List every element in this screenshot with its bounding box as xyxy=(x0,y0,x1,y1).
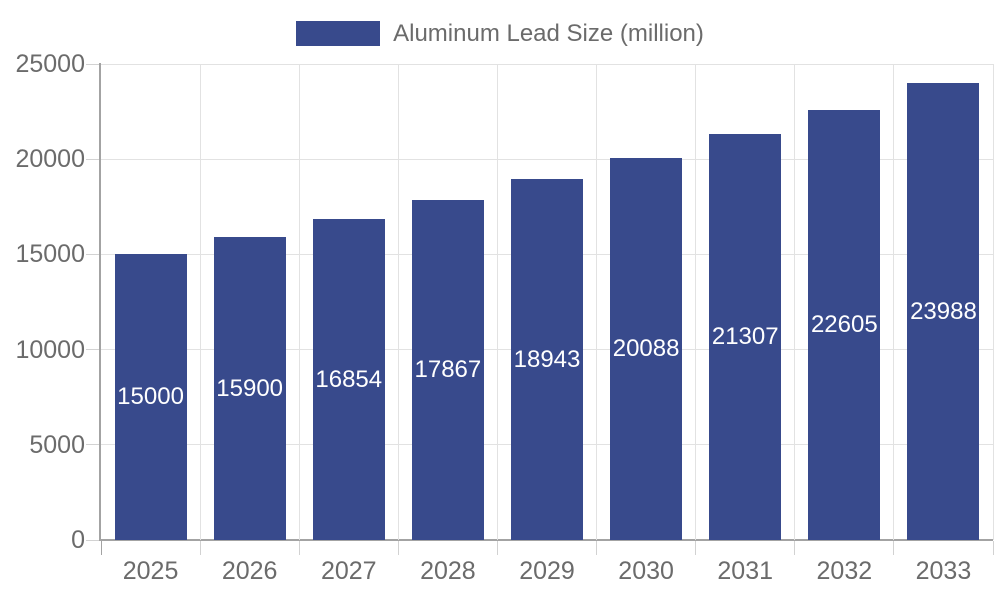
x-tick-label: 2033 xyxy=(915,557,972,585)
y-tick-mark xyxy=(86,349,99,351)
x-tick-mark xyxy=(893,541,895,555)
y-tick-label: 20000 xyxy=(15,145,85,174)
bar-value-label: 15900 xyxy=(216,374,284,402)
x-tick-label: 2032 xyxy=(816,557,873,585)
x-tick-label: 2031 xyxy=(717,557,774,585)
bar[interactable]: 16854 xyxy=(312,219,385,540)
x-tick-label: 2026 xyxy=(221,557,278,585)
y-tick-mark xyxy=(86,158,99,160)
x-tick-mark xyxy=(695,541,697,555)
gridline-vertical xyxy=(397,64,399,540)
y-tick-mark xyxy=(86,539,99,541)
gridline-vertical xyxy=(496,64,498,540)
x-tick-label: 2029 xyxy=(519,557,575,585)
x-tick-mark xyxy=(100,541,102,555)
x-axis-line xyxy=(99,539,993,541)
x-tick-label: 2027 xyxy=(320,557,377,585)
y-tick-label: 25000 xyxy=(15,50,85,78)
bar-value-label: 22605 xyxy=(810,310,878,338)
legend-label: Aluminum Lead Size (million) xyxy=(393,20,704,47)
bar-value-label: 17867 xyxy=(414,355,482,383)
bar[interactable]: 15000 xyxy=(114,254,187,540)
y-tick-mark xyxy=(86,253,99,255)
bar-value-label: 20088 xyxy=(612,334,680,362)
x-tick-mark xyxy=(298,541,300,555)
x-tick-label: 2025 xyxy=(122,557,179,585)
y-tick-label: 0 xyxy=(71,526,85,554)
x-tick-mark xyxy=(794,541,796,555)
gridline-vertical xyxy=(596,64,598,540)
bar[interactable]: 15900 xyxy=(213,237,286,540)
gridline-horizontal xyxy=(101,158,993,160)
bar[interactable]: 21307 xyxy=(709,134,782,540)
gridline-vertical xyxy=(893,64,895,540)
gridline-vertical xyxy=(298,64,300,540)
plot-area: 0 5000 10000 15000 20000 25000 2025 2026 2027 202… xyxy=(15,51,994,584)
bar[interactable]: 22605 xyxy=(808,109,881,540)
bar-value-label: 21307 xyxy=(711,323,779,351)
legend[interactable]: Aluminum Lead Size (million) xyxy=(0,21,1000,46)
gridline-vertical xyxy=(199,64,201,540)
x-tick-label: 2030 xyxy=(618,557,674,585)
y-tick-label: 15000 xyxy=(15,240,85,269)
gridline-vertical xyxy=(992,64,994,540)
legend-swatch xyxy=(296,21,381,46)
bar[interactable]: 18943 xyxy=(511,179,583,540)
bar[interactable]: 17867 xyxy=(411,199,484,540)
y-tick-mark xyxy=(86,444,99,446)
x-tick-mark xyxy=(199,541,201,555)
y-tick-mark xyxy=(86,63,99,65)
bar-value-label: 18943 xyxy=(513,345,581,373)
x-tick-mark xyxy=(992,541,994,555)
x-tick-mark xyxy=(596,541,598,555)
y-tick-label: 10000 xyxy=(15,335,85,364)
gridline-vertical xyxy=(794,64,796,540)
x-tick-label: 2028 xyxy=(420,557,476,585)
bar[interactable]: 23988 xyxy=(907,83,980,540)
x-tick-mark xyxy=(496,541,498,555)
bar[interactable]: 20088 xyxy=(610,157,683,540)
x-tick-mark xyxy=(397,541,399,555)
bar-value-label: 23988 xyxy=(910,297,977,325)
gridline-vertical xyxy=(695,64,697,540)
bar-value-label: 16854 xyxy=(315,365,383,393)
bar-value-label: 15000 xyxy=(117,383,184,411)
y-axis-line xyxy=(99,63,101,540)
y-tick-label: 5000 xyxy=(29,430,85,459)
gridline-horizontal xyxy=(101,63,993,65)
